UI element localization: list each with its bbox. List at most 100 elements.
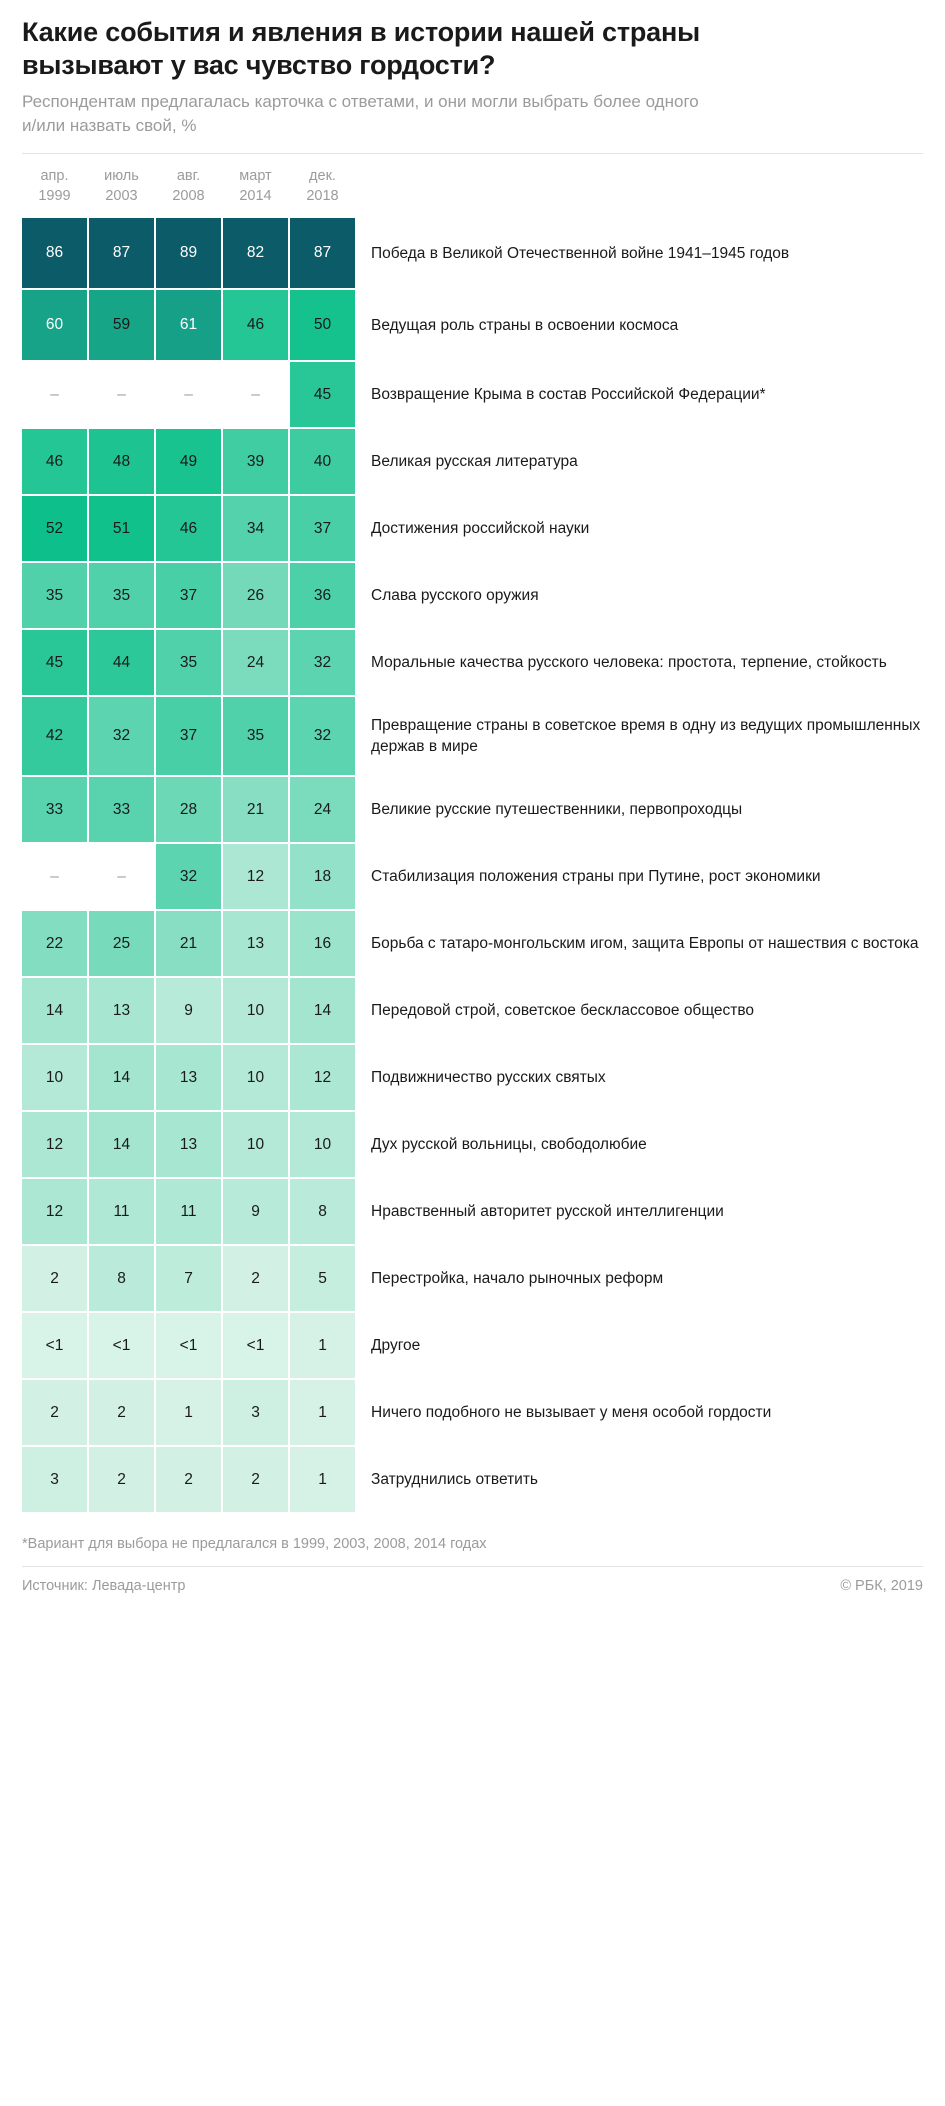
heatmap-cell: 59 — [89, 290, 154, 360]
column-header: март 2014 — [223, 166, 288, 206]
heatmap-cell: 13 — [156, 1112, 221, 1177]
row-label: Великие русские путешественники, первопр… — [371, 801, 743, 818]
row-label: Дух русской вольницы, свободолюбие — [371, 1136, 647, 1153]
heatmap-cell: 9 — [223, 1179, 288, 1244]
footer-divider — [22, 1566, 923, 1567]
heatmap-cell: 2 — [156, 1447, 221, 1512]
heatmap-cell: 5 — [290, 1246, 355, 1311]
table-row: 45 44 35 24 32 Моральные качества русского че… — [22, 630, 923, 695]
heatmap-cell: 7 — [156, 1246, 221, 1311]
table-row: <1 <1 <1 <1 1 Другое — [22, 1313, 923, 1378]
header-divider — [22, 153, 923, 154]
heatmap-cell: 14 — [22, 978, 87, 1043]
heatmap-cell: 24 — [223, 630, 288, 695]
table-row: 42 32 37 35 32 Превращение страны в советское… — [22, 697, 923, 775]
column-header-year: 2018 — [306, 188, 339, 204]
heatmap-cell: 32 — [290, 697, 355, 775]
heatmap-cell: 46 — [156, 496, 221, 561]
column-header: дек. 2018 — [290, 166, 355, 206]
heatmap-cell: 13 — [89, 978, 154, 1043]
row-label: Достижения российской науки — [371, 520, 590, 537]
heatmap-cell: 2 — [223, 1246, 288, 1311]
column-header-year: 2008 — [172, 188, 205, 204]
table-row: – –32 12 18 Стабилизация положения страны пр… — [22, 844, 923, 909]
column-header-year: 2003 — [105, 188, 138, 204]
table-row: 52 51 46 34 37 Достижения российской науки — [22, 496, 923, 561]
heatmap-cell: 2 — [22, 1380, 87, 1445]
heatmap-cell: 10 — [223, 978, 288, 1043]
table-row: 14 13 9 10 14 Передовой строй, советское беск… — [22, 978, 923, 1043]
table-row: 12 11 11 9 8 Нравственный авторитет русской и… — [22, 1179, 923, 1244]
row-label: Великая русская литература — [371, 453, 578, 470]
column-header-month: дек. — [309, 168, 336, 184]
heatmap-cell: <1 — [156, 1313, 221, 1378]
heatmap-cell: 40 — [290, 429, 355, 494]
heatmap-grid: 86 87 89 82 87 Победа в Великой Отечественной… — [22, 218, 923, 1512]
heatmap-cell: 8 — [89, 1246, 154, 1311]
heatmap-cell: 13 — [156, 1045, 221, 1110]
column-header-year: 2014 — [239, 188, 272, 204]
copyright-label: © РБК, 2019 — [840, 1578, 923, 1594]
heatmap-cell: 44 — [89, 630, 154, 695]
column-header-month: март — [239, 168, 272, 184]
heatmap-cell: 51 — [89, 496, 154, 561]
heatmap-cell: 45 — [22, 630, 87, 695]
row-label: Подвижничество русских святых — [371, 1069, 606, 1086]
heatmap-cell: 2 — [89, 1380, 154, 1445]
heatmap-cell: 3 — [22, 1447, 87, 1512]
row-label: Ничего подобного не вызывает у меня особ… — [371, 1404, 772, 1421]
table-row: 35 35 37 26 36 Слава русского оружия — [22, 563, 923, 628]
heatmap-cell: 37 — [156, 563, 221, 628]
heatmap-cell: 14 — [89, 1112, 154, 1177]
table-row: 33 33 28 21 24 Великие русские путешественник… — [22, 777, 923, 842]
heatmap-cell: 9 — [156, 978, 221, 1043]
table-row: – – – –45 Возвращение Крыма в состав Российс… — [22, 362, 923, 427]
table-row: 12 14 13 10 10 Дух русской вольницы, свободол… — [22, 1112, 923, 1177]
heatmap-cell: 14 — [290, 978, 355, 1043]
heatmap-cell: 18 — [290, 844, 355, 909]
source-label: Источник: Левада-центр — [22, 1578, 186, 1594]
column-header: апр. 1999 — [22, 166, 87, 206]
heatmap-cell: 37 — [290, 496, 355, 561]
heatmap-cell: 35 — [156, 630, 221, 695]
heatmap-cell: 24 — [290, 777, 355, 842]
heatmap-cell: 86 — [22, 218, 87, 288]
heatmap-cell: 12 — [290, 1045, 355, 1110]
heatmap-cell: 10 — [223, 1045, 288, 1110]
table-row: 22 25 21 13 16 Борьба с татаро-монгольским иг… — [22, 911, 923, 976]
heatmap-cell: 3 — [223, 1380, 288, 1445]
heatmap-cell: 89 — [156, 218, 221, 288]
heatmap-cell: 13 — [223, 911, 288, 976]
heatmap-cell: 49 — [156, 429, 221, 494]
column-headers: апр. 1999 июль 2003 авг. 2008 март 2014 дек. 2018 — [22, 154, 923, 206]
heatmap-cell: – — [89, 844, 154, 909]
row-label: Превращение страны в советское время в о… — [371, 717, 921, 755]
heatmap-cell: 25 — [89, 911, 154, 976]
heatmap-cell: 2 — [223, 1447, 288, 1512]
heatmap-cell: 42 — [22, 697, 87, 775]
heatmap-cell: 35 — [223, 697, 288, 775]
heatmap-cell: <1 — [89, 1313, 154, 1378]
row-label: Ведущая роль страны в освоении космоса — [371, 316, 679, 334]
row-label: Перестройка, начало рыночных реформ — [371, 1270, 664, 1287]
table-row: 60 59 61 46 50 Ведущая роль страны в освоении… — [22, 290, 923, 360]
table-row: 46 48 49 39 40 Великая русская литература — [22, 429, 923, 494]
heatmap-cell: 22 — [22, 911, 87, 976]
heatmap-cell: 11 — [156, 1179, 221, 1244]
heatmap-cell: 45 — [290, 362, 355, 427]
footnote: *Вариант для выбора не предлагался в 199… — [22, 1536, 487, 1552]
row-label: Стабилизация положения страны при Путине… — [371, 868, 821, 885]
heatmap-cell: 21 — [156, 911, 221, 976]
heatmap-cell: 32 — [290, 630, 355, 695]
heatmap-cell: 61 — [156, 290, 221, 360]
heatmap-cell: 1 — [290, 1313, 355, 1378]
heatmap-cell: 32 — [89, 697, 154, 775]
row-label: Затруднились ответить — [371, 1471, 538, 1488]
heatmap-cell: 1 — [290, 1380, 355, 1445]
table-row: 10 14 13 10 12 Подвижничество русских святых — [22, 1045, 923, 1110]
heatmap-cell: 52 — [22, 496, 87, 561]
heatmap-cell: 21 — [223, 777, 288, 842]
heatmap-cell: 10 — [22, 1045, 87, 1110]
heatmap-cell: 37 — [156, 697, 221, 775]
